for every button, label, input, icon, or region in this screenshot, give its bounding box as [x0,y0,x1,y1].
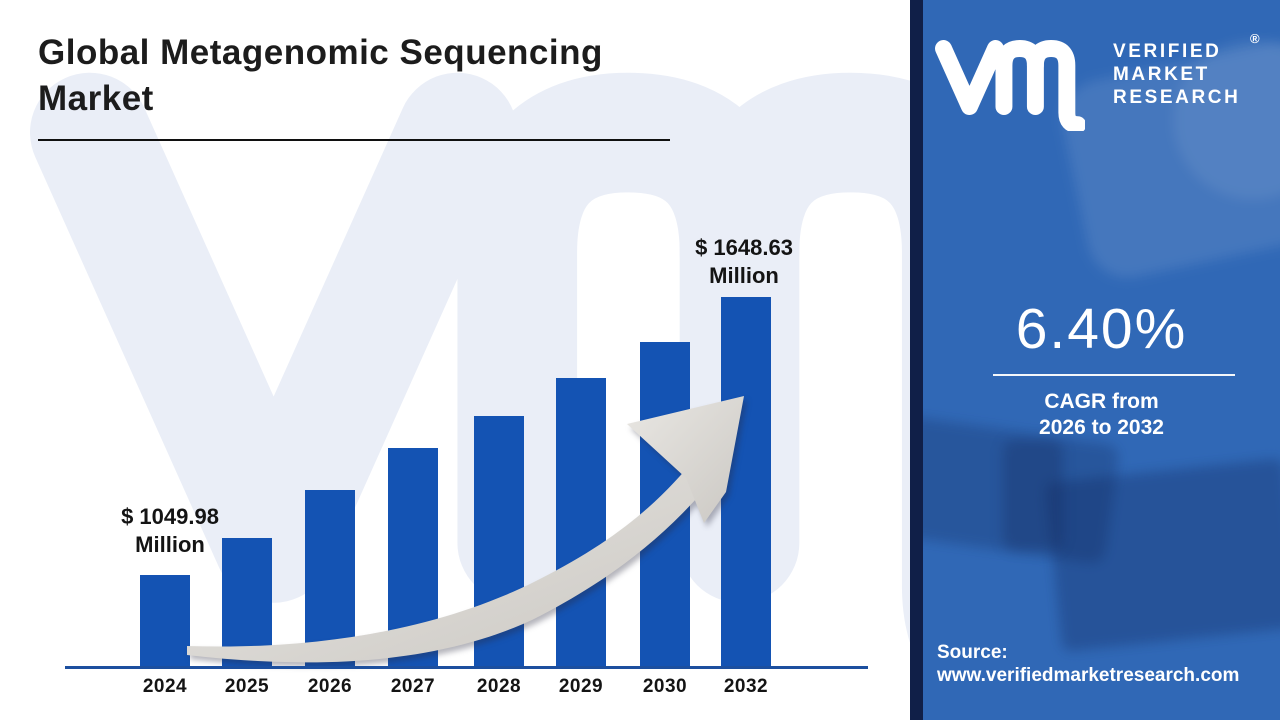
data-label-2032-value: $ 1648.63 [695,235,793,260]
data-label-2024-value: $ 1049.98 [121,504,219,529]
bar-2029 [556,378,606,668]
x-tick-2029: 2029 [558,676,604,697]
data-label-2032-unit: Million [709,262,779,288]
x-tick-2032: 2032 [723,676,769,697]
logo-word-market: MARKET [1113,64,1210,86]
vmr-logo-monogram-icon [935,40,1085,131]
title-underline [38,139,670,141]
data-label-2024: $ 1049.98 Million [121,503,219,559]
data-label-2024-unit: Million [135,531,205,557]
x-tick-2027: 2027 [390,676,436,697]
cagr-divider [993,374,1235,376]
source-url-link[interactable]: www.verifiedmarketresearch.com [937,665,1240,687]
chart-area: Global Metagenomic Sequencing Market 202… [30,33,910,697]
logo-word-verified: VERIFIED [1113,41,1222,62]
logo-wordmark: VERIFIED MARKET RESEARCH [1113,40,1240,110]
side-panel: VERIFIED MARKET RESEARCH ® 6.40% CAGR fr… [923,0,1280,720]
page-title: Global Metagenomic Sequencing Market [38,33,603,118]
bar-2028 [474,416,524,668]
bar-2026 [305,490,355,668]
registered-trademark-icon: ® [1250,31,1260,46]
cagr-caption-line1: CAGR from [1044,390,1159,413]
data-label-2032: $ 1648.63 Million [695,234,793,290]
bar-2030 [640,342,690,668]
x-axis-line [65,666,868,669]
cagr-value: 6.40% [1015,297,1188,361]
background-photo-clipboard [1044,457,1280,653]
x-tick-2030: 2030 [642,676,688,697]
panel-accent-strip [910,0,923,720]
background-photo-bottle [1003,440,1063,550]
source-block: Source: www.verifiedmarketresearch.com [937,641,1239,688]
source-label: Source: [937,642,1008,663]
logo-word-research: RESEARCH [1113,87,1241,109]
bar-2027 [388,448,438,668]
cagr-caption-line2: 2026 to 2032 [1039,416,1164,440]
x-tick-2024: 2024 [142,676,188,697]
x-tick-2026: 2026 [307,676,353,697]
x-tick-2025: 2025 [224,676,270,697]
bar-2024 [140,575,190,668]
x-tick-2028: 2028 [476,676,522,697]
bar-2025 [222,538,272,668]
cagr-caption: CAGR from 2026 to 2032 [923,389,1280,442]
bar-2032 [721,297,771,668]
